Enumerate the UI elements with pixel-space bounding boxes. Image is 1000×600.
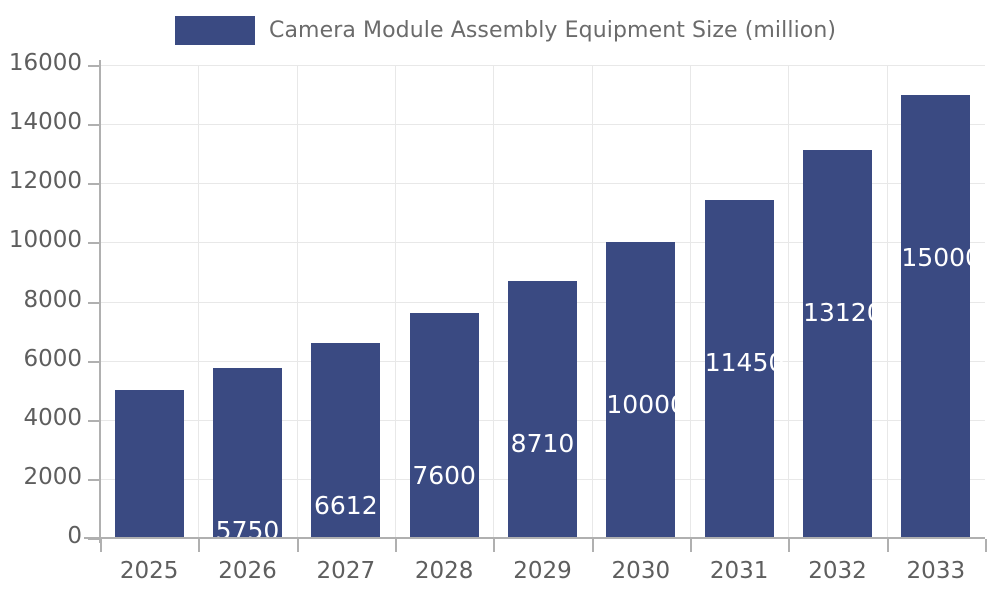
y-tick-mark xyxy=(88,419,100,422)
gridline-horizontal xyxy=(100,124,985,126)
gridline-vertical xyxy=(788,65,790,538)
y-tick-mark xyxy=(88,65,100,67)
x-axis-tick-label: 2028 xyxy=(414,558,474,584)
gridline-vertical xyxy=(886,65,888,538)
y-tick-mark xyxy=(88,183,100,186)
y-axis-tick-label: 8000 xyxy=(23,286,82,313)
y-tick-mark xyxy=(88,242,100,245)
x-axis-tick-label: 2029 xyxy=(513,558,572,584)
x-axis-tick-label: 2032 xyxy=(808,558,867,584)
bar-value-label: 5750 xyxy=(215,516,280,546)
y-axis-tick-label: 12000 xyxy=(8,168,82,195)
legend-swatch-icon xyxy=(175,15,255,45)
bar-2032[interactable] xyxy=(803,150,872,538)
x-axis-tick-label: 2033 xyxy=(906,558,966,584)
plot-area: 5000 5750 6612 7600 8710 10000 11450 13120 15000 xyxy=(100,65,985,567)
x-axis-tick-label: 2030 xyxy=(611,558,671,584)
bar-value-label: 13120 xyxy=(803,298,883,328)
y-axis-tick-label: 2000 xyxy=(23,463,82,490)
bar-2031[interactable] xyxy=(704,199,774,538)
bar-value-label: 5000 xyxy=(117,538,181,568)
x-tick-mark xyxy=(690,539,692,552)
y-axis-tick-label: 0 xyxy=(67,523,82,549)
y-tick-mark xyxy=(88,124,100,127)
x-tick-mark xyxy=(296,539,299,552)
y-axis-tick-label: 4000 xyxy=(23,404,82,431)
bar-2030[interactable] xyxy=(606,242,676,538)
gridline-horizontal xyxy=(100,65,985,66)
gridline-vertical xyxy=(591,65,593,538)
gridline-vertical xyxy=(296,65,298,538)
y-axis-line xyxy=(99,60,101,543)
gridline-vertical xyxy=(395,65,396,538)
gridline-vertical xyxy=(690,65,691,538)
gridline-vertical xyxy=(198,65,200,538)
y-tick-mark xyxy=(88,538,100,540)
y-axis-tick-label: 10000 xyxy=(8,227,82,254)
x-axis-line xyxy=(84,537,985,539)
x-tick-mark xyxy=(198,539,201,552)
y-axis-tick-label: 6000 xyxy=(23,345,82,372)
x-tick-mark xyxy=(100,539,102,552)
y-tick-mark xyxy=(88,360,100,363)
x-axis-tick-label: 2031 xyxy=(709,558,769,584)
x-tick-mark xyxy=(591,539,594,552)
x-tick-mark xyxy=(985,539,987,552)
bar-2033[interactable] xyxy=(901,94,971,538)
bar-value-label: 11450 xyxy=(704,347,785,377)
y-axis-tick-label: 16000 xyxy=(8,50,82,76)
x-tick-mark xyxy=(788,539,791,552)
bar-2029[interactable] xyxy=(508,280,577,538)
bar-2027[interactable] xyxy=(311,342,381,538)
gridline-horizontal xyxy=(100,242,985,244)
bar-value-label: 8710 xyxy=(510,428,575,458)
bar-value-label: 15000 xyxy=(901,242,981,272)
y-tick-mark xyxy=(88,301,100,304)
bar-2025[interactable] xyxy=(114,390,184,538)
x-axis-tick-label: 2026 xyxy=(218,558,277,584)
x-tick-mark xyxy=(493,539,496,552)
x-axis-tick-label: 2025 xyxy=(119,558,179,584)
gridline-horizontal xyxy=(100,183,985,185)
y-tick-mark xyxy=(88,478,100,481)
y-axis-tick-label: 14000 xyxy=(8,109,82,136)
chart-legend: Camera Module Assembly Equipment Size (m… xyxy=(175,12,836,48)
bar-2026[interactable] xyxy=(213,368,282,538)
bar-value-label: 10000 xyxy=(606,390,686,420)
x-tick-mark xyxy=(395,539,397,552)
bar-value-label: 6612 xyxy=(314,490,378,520)
legend-label: Camera Module Assembly Equipment Size (m… xyxy=(269,17,837,43)
bar-2028[interactable] xyxy=(409,313,479,538)
x-tick-mark xyxy=(886,539,889,552)
x-axis-tick-label: 2027 xyxy=(316,558,376,584)
gridline-vertical xyxy=(493,65,495,538)
bar-value-label: 7600 xyxy=(412,461,476,491)
